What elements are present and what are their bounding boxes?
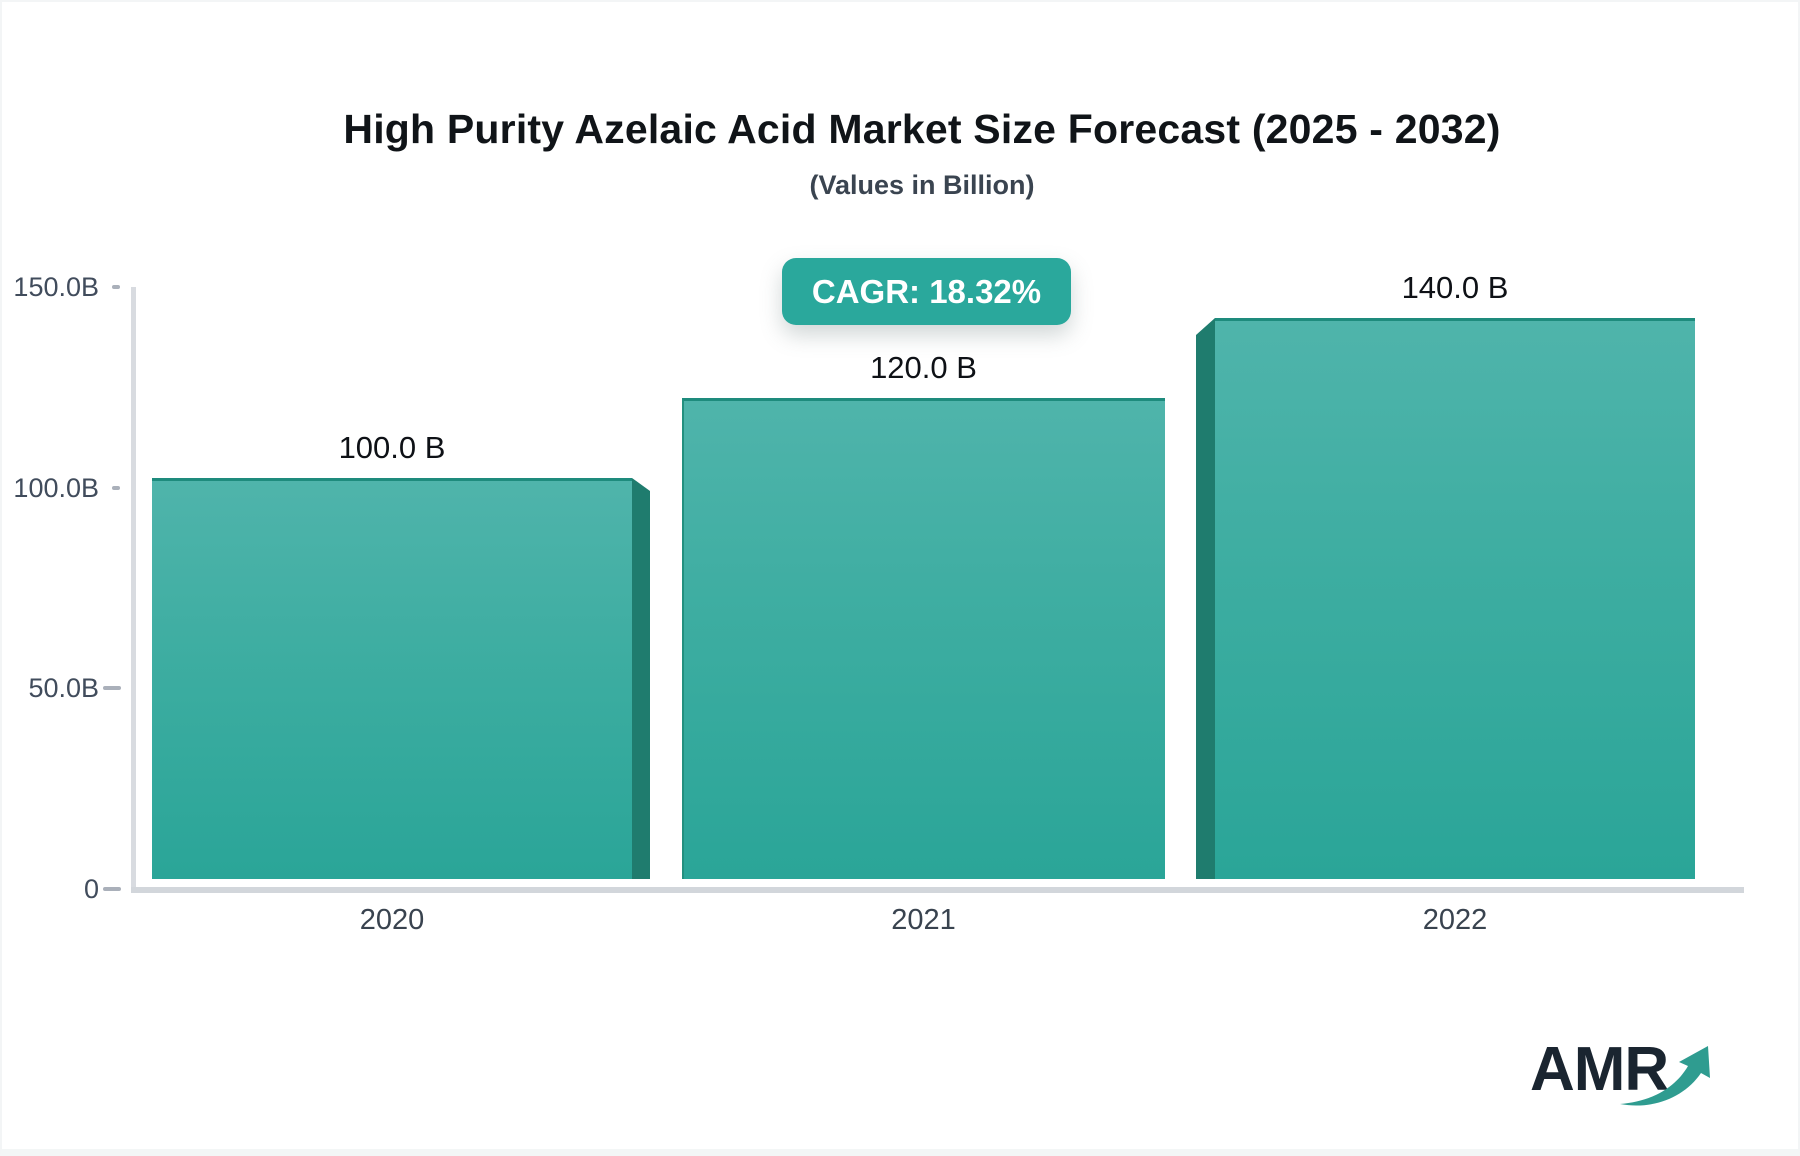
bar-2020-3d-side — [632, 478, 650, 879]
y-tick-label-100: 100.0B — [13, 473, 99, 503]
x-tick-label-2020: 2020 — [359, 904, 425, 936]
bar-value-label-2022: 140.0 B — [1401, 270, 1509, 305]
y-tick-label-0: 0 — [83, 874, 99, 904]
chart-subtitle: (Values in Billion) — [809, 170, 1035, 200]
bar-2021-face — [682, 398, 1165, 879]
y-axis-line — [131, 287, 136, 891]
bar-2020: 100.0 B — [152, 430, 650, 879]
bar-2022-3d-side — [1196, 318, 1215, 879]
bar-2021: 120.0 B — [682, 350, 1165, 879]
bar-2020-face — [152, 478, 632, 879]
chart-title: High Purity Azelaic Acid Market Size For… — [343, 106, 1501, 152]
x-tick-label-2022: 2022 — [1422, 904, 1488, 936]
bar-2022-face — [1215, 318, 1695, 879]
x-tick-label-2021: 2021 — [891, 904, 956, 936]
y-tick-mark-100 — [112, 486, 120, 490]
bar-2022: 140.0 B — [1196, 270, 1695, 879]
cagr-badge: CAGR: 18.32% — [782, 258, 1071, 325]
y-tick-mark-150 — [112, 285, 120, 289]
x-axis-line — [131, 887, 1744, 893]
amr-logo-arrow-icon — [1620, 1046, 1710, 1106]
y-tick-mark-50 — [103, 686, 121, 690]
y-tick-label-150: 150.0B — [13, 272, 99, 302]
cagr-badge-label: CAGR: 18.32% — [811, 272, 1042, 310]
bar-value-label-2020: 100.0 B — [338, 430, 446, 465]
amr-logo: AMR — [1530, 1032, 1710, 1112]
y-tick-mark-0 — [103, 887, 121, 891]
y-tick-label-50: 50.0B — [28, 673, 99, 703]
bar-value-label-2021: 120.0 B — [870, 350, 977, 385]
amr-logo-text: AMR — [1530, 1035, 1669, 1104]
